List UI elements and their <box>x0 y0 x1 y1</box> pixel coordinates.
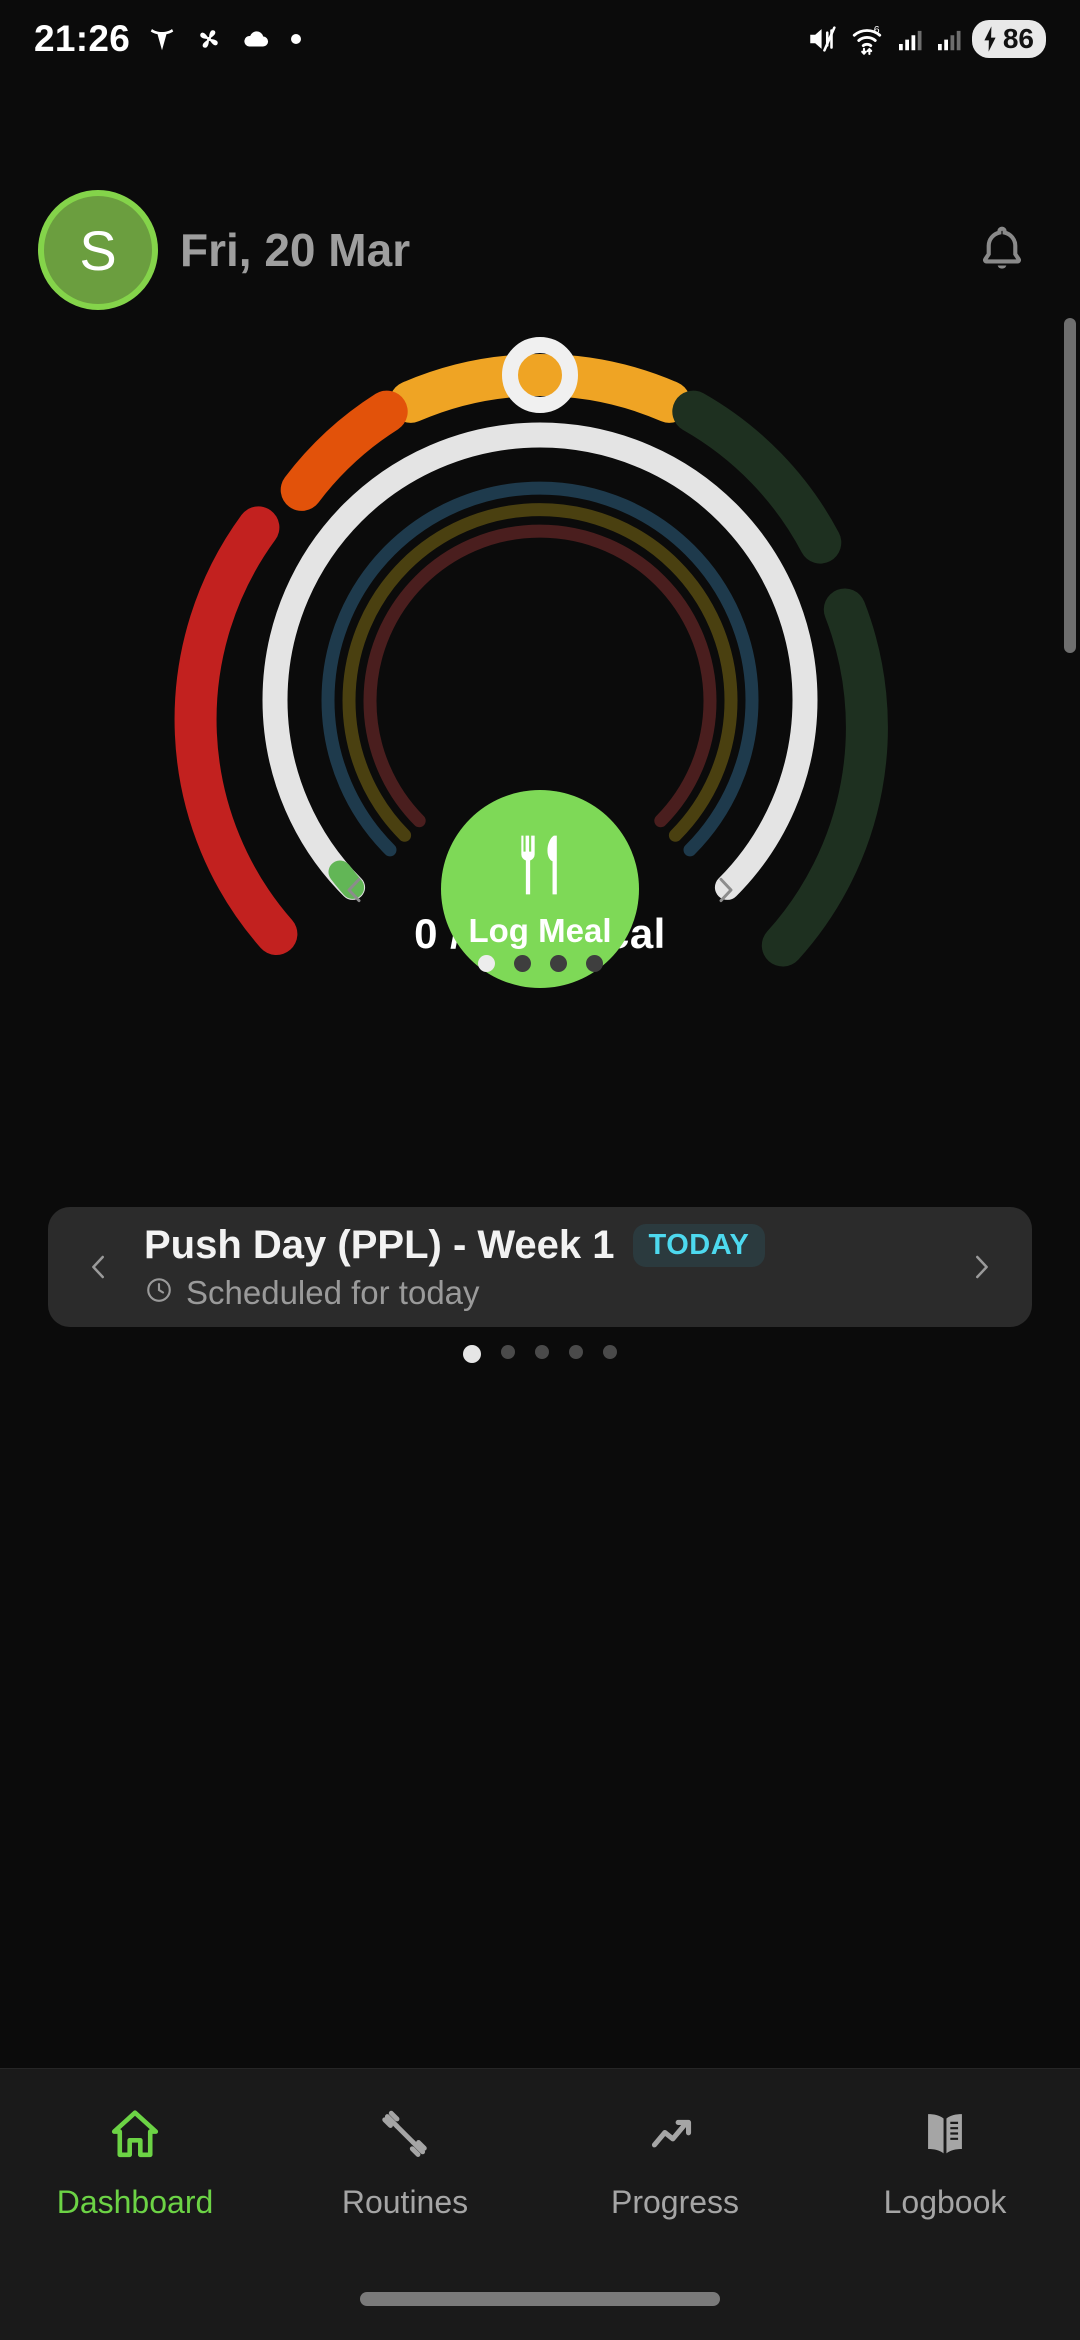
status-badge: TODAY <box>632 1223 766 1267</box>
bell-icon[interactable] <box>962 210 1042 290</box>
macro-ring-protein <box>321 481 759 857</box>
nav-label-progress: Progress <box>610 2184 740 2220</box>
clock-icon <box>144 1275 174 1310</box>
avatar-initial: S <box>79 218 117 282</box>
home-icon <box>106 2105 164 2168</box>
gauge-segment-darkgreen <box>672 390 842 564</box>
dumbbell-icon <box>376 2105 434 2168</box>
fork-knife-icon <box>508 829 572 906</box>
nav-label-dashboard: Dashboard <box>56 2184 214 2220</box>
signal-icon <box>894 24 924 54</box>
gauge-segment-darkgreen <box>761 588 888 967</box>
fan-icon <box>194 24 224 54</box>
chevron-right-icon[interactable] <box>702 860 748 920</box>
chevron-right-icon[interactable] <box>954 1232 1008 1302</box>
app-header: S Fri, 20 Mar <box>0 185 1080 315</box>
gauge-segment-amber <box>389 354 691 423</box>
signal-icon <box>933 24 963 54</box>
page-title: Fri, 20 Mar <box>180 224 411 276</box>
log-meal-label: Log Meal <box>468 911 612 949</box>
book-icon <box>916 2105 974 2168</box>
page-dot[interactable] <box>463 1345 481 1363</box>
chevron-left-icon[interactable] <box>332 860 378 920</box>
page-dot[interactable] <box>585 955 603 972</box>
workout-card-body: Push Day (PPL) - Week 1 TODAY Scheduled … <box>126 1223 954 1312</box>
calorie-gauge: 0 / 2122 kcal Log Meal <box>0 330 1080 1070</box>
nav-item-logbook[interactable]: Logbook <box>810 2105 1080 2221</box>
macro-ring-carbs <box>342 503 738 842</box>
gauge-rings <box>174 337 888 967</box>
mute-icon <box>806 22 840 56</box>
page-dot[interactable] <box>569 1345 583 1359</box>
page-dot[interactable] <box>513 955 531 972</box>
nav-label-routines: Routines <box>341 2184 469 2220</box>
cloud-icon <box>241 24 271 54</box>
status-bar-right: 6 86 <box>806 20 1046 58</box>
status-bar: 21:26 6 <box>0 0 1080 78</box>
workout-page-dots[interactable] <box>0 1345 1080 1363</box>
gesture-bar[interactable] <box>360 2292 720 2306</box>
battery-indicator: 86 <box>971 20 1046 58</box>
workout-subtitle-row: Scheduled for today <box>144 1274 954 1312</box>
svg-text:6: 6 <box>874 24 880 36</box>
page-dot[interactable] <box>501 1345 515 1359</box>
chevron-left-icon[interactable] <box>72 1232 126 1302</box>
page-dot[interactable] <box>535 1345 549 1359</box>
charging-bolt-icon <box>984 26 996 52</box>
page-dot[interactable] <box>477 955 495 972</box>
gauge-segment-orange <box>280 390 408 511</box>
nav-item-dashboard[interactable]: Dashboard <box>0 2105 270 2221</box>
trending-up-icon <box>646 2105 704 2168</box>
log-meal-button[interactable]: Log Meal <box>441 790 639 988</box>
gauge-segment-red <box>174 506 298 955</box>
workout-subtitle: Scheduled for today <box>186 1273 480 1311</box>
gauge-track-ring <box>262 422 818 900</box>
scrollbar-thumb[interactable] <box>1064 318 1076 653</box>
page-dot[interactable] <box>549 955 567 972</box>
avatar[interactable]: S <box>38 190 158 310</box>
gauge-page-dots[interactable] <box>0 955 1080 972</box>
battery-percent: 86 <box>1002 23 1034 54</box>
workout-card[interactable]: Push Day (PPL) - Week 1 TODAY Scheduled … <box>48 1207 1032 1327</box>
macro-ring-fat <box>363 524 717 828</box>
wifi-icon: 6 <box>849 21 885 57</box>
status-bar-left: 21:26 <box>34 18 304 60</box>
nav-label-logbook: Logbook <box>883 2184 1007 2220</box>
gauge-knob <box>502 337 578 413</box>
page-dot[interactable] <box>603 1345 617 1359</box>
tesla-icon <box>147 24 177 54</box>
workout-title: Push Day (PPL) - Week 1 <box>144 1222 615 1267</box>
workout-title-row: Push Day (PPL) - Week 1 TODAY <box>144 1223 954 1268</box>
nav-item-progress[interactable]: Progress <box>540 2105 810 2221</box>
nav-item-routines[interactable]: Routines <box>270 2105 540 2221</box>
dot-icon <box>288 31 304 47</box>
status-bar-clock: 21:26 <box>34 18 131 59</box>
